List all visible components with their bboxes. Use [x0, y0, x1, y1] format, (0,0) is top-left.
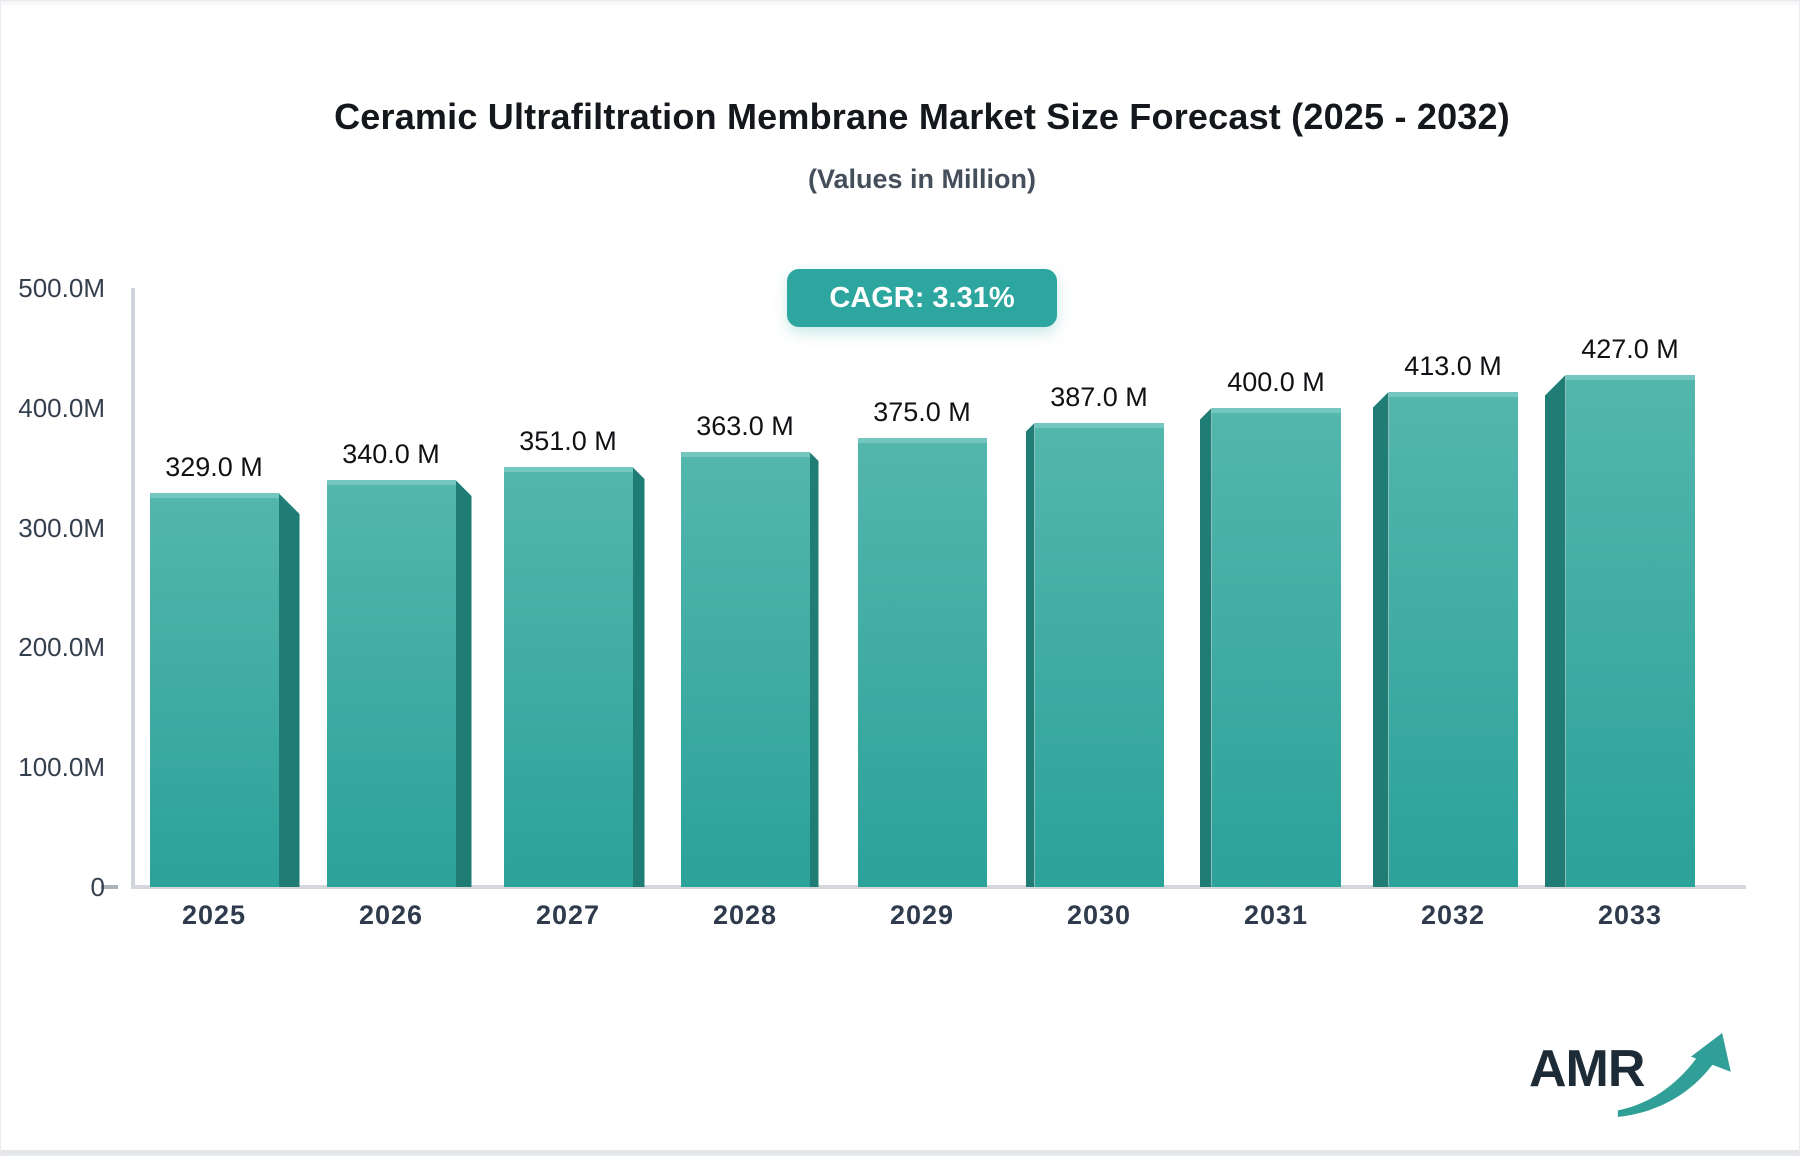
page-subtitle: (Values in Million) [807, 164, 1037, 194]
bar-group-2029 [857, 438, 987, 887]
chart-header: Ceramic Ultrafiltration Membrane Market … [23, 95, 1799, 327]
x-tick-label: 2028 [712, 900, 778, 930]
bar-top-edge [857, 438, 987, 443]
x-tick-label: 2026 [358, 900, 424, 930]
bar-top-edge [503, 467, 633, 472]
bar-value-label: 400.0 M [1227, 367, 1325, 397]
bar-group-2028 [680, 452, 819, 887]
x-tick-label: 2032 [1420, 900, 1486, 930]
bar-front-face [1388, 392, 1518, 887]
bar-top-edge [1211, 408, 1341, 413]
bottom-border-strip [1, 1150, 1799, 1155]
x-tick-label: 2025 [181, 900, 247, 930]
bar-value-label: 340.0 M [342, 439, 440, 469]
bar-group-2031 [1199, 408, 1341, 887]
bar-group-2032 [1372, 392, 1518, 887]
bar-front-face [857, 438, 987, 887]
y-tick-label: 400.0M [18, 392, 105, 423]
bar-top-edge [326, 480, 456, 485]
bar-value-label: 413.0 M [1404, 351, 1502, 381]
y-tick-label: 100.0M [18, 752, 105, 783]
bar-top-edge [1034, 423, 1164, 428]
bar-value-label: 375.0 M [873, 397, 971, 427]
bar-front-face [1034, 423, 1164, 887]
bar-top-edge [1388, 392, 1518, 397]
bar-group-2025 [149, 493, 300, 887]
y-tick-label: 200.0M [18, 632, 105, 663]
bar-side-face [632, 467, 645, 887]
bar-front-face [503, 467, 633, 887]
bar-side-face [1199, 408, 1212, 887]
bar-group-2027 [503, 467, 645, 887]
bar-value-label: 351.0 M [519, 426, 617, 456]
x-tick-label: 2033 [1597, 900, 1663, 930]
bar-side-face [455, 480, 472, 887]
bar-group-2033 [1544, 375, 1695, 887]
x-tick-label: 2030 [1066, 900, 1132, 930]
bar-front-face [326, 480, 456, 887]
bar-value-label: 329.0 M [165, 452, 263, 482]
bar-front-face [1211, 408, 1341, 887]
x-tick-label: 2031 [1243, 900, 1309, 930]
y-tick-label: 500.0M [18, 273, 105, 303]
y-axis-line [131, 288, 135, 889]
bar-side-face [1544, 375, 1566, 887]
logo-text: AMR [1529, 1040, 1645, 1098]
brand-logo: AMR [1529, 1033, 1749, 1123]
bar-value-label: 363.0 M [696, 411, 794, 441]
y-tick-label: 0 [90, 872, 105, 902]
bar-side-face [278, 493, 300, 887]
bar-front-face [149, 493, 279, 887]
bar-front-face [680, 452, 810, 887]
zero-tick-mark [101, 885, 118, 889]
bar-top-edge [149, 493, 279, 498]
x-tick-label: 2027 [535, 900, 601, 930]
x-axis-line [131, 885, 1746, 889]
bar-group-2026 [326, 480, 472, 887]
bar-side-face [809, 452, 819, 887]
bar-value-label: 387.0 M [1050, 382, 1148, 412]
page-title: Ceramic Ultrafiltration Membrane Market … [334, 96, 1510, 137]
cagr-badge: CAGR: 3.31% [787, 269, 1057, 327]
bar-front-face [1565, 375, 1695, 887]
y-tick-label: 300.0M [18, 512, 105, 543]
top-border-strip [1, 1, 1799, 5]
bar-value-label: 427.0 M [1581, 334, 1679, 364]
x-tick-label: 2029 [889, 900, 955, 930]
bar-side-face [1372, 392, 1389, 887]
bar-group-2030 [1025, 423, 1164, 887]
bar-top-edge [680, 452, 810, 457]
growth-arrow-icon [1617, 1033, 1731, 1117]
bar-top-edge [1565, 375, 1695, 380]
bar-side-face [1025, 423, 1035, 887]
